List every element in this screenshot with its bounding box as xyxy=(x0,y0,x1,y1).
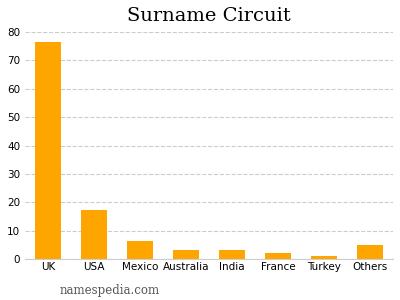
Bar xyxy=(311,256,337,259)
Bar xyxy=(173,250,199,259)
Bar xyxy=(265,253,291,259)
Bar xyxy=(35,42,60,259)
Bar xyxy=(357,244,383,259)
Title: Surname Circuit: Surname Circuit xyxy=(127,7,291,25)
Bar xyxy=(219,250,245,259)
Text: namespedia.com: namespedia.com xyxy=(60,284,160,297)
Bar xyxy=(81,210,107,259)
Bar xyxy=(127,241,153,259)
